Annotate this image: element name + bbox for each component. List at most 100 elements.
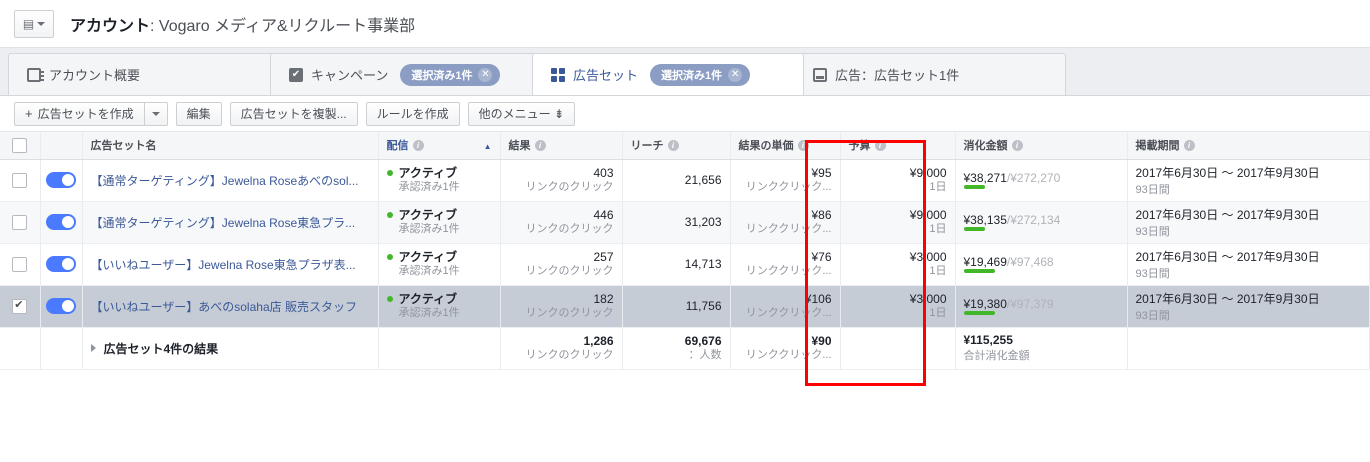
ad-icon	[813, 67, 827, 82]
schedule-days: 93日間	[1135, 267, 1170, 280]
select-all-checkbox[interactable]	[12, 137, 28, 153]
tab-campaigns[interactable]: ✔ キャンペーン 選択済み1件 ✕	[270, 53, 542, 95]
row-checkbox[interactable]	[12, 256, 28, 272]
schedule-cell: 2017年6月30日 ～ 2017年9月30日 93日間	[1127, 159, 1370, 202]
row-checkbox[interactable]	[12, 172, 28, 188]
clear-campaign-selection-icon[interactable]: ✕	[478, 67, 493, 82]
header-reach[interactable]: リーチ i	[622, 132, 731, 160]
adset-name-link[interactable]: 【通常ターゲティング】Jewelna Roseあべのsol...	[90, 173, 359, 188]
row-select-cell	[0, 159, 41, 202]
reach-cell: 21,656	[622, 159, 731, 202]
adset-name-cell: 【いいねユーザー】あべのsolaha店 販売スタッフ	[82, 285, 379, 328]
tab-adsets-selection-pill: 選択済み1件 ✕	[650, 63, 751, 86]
header-adset-name[interactable]: 広告セット名	[82, 132, 379, 160]
results-label: リンクのクリック	[525, 264, 614, 277]
header-schedule[interactable]: 掲載期間 i	[1127, 132, 1370, 160]
adset-on-off-toggle[interactable]	[46, 298, 76, 314]
header-delivery-label: 配信	[386, 140, 409, 153]
row-toggle-cell	[40, 243, 83, 286]
info-icon[interactable]: i	[667, 140, 679, 152]
reach-value: 21,656	[684, 172, 722, 187]
table-row[interactable]: 【通常ターゲティング】Jewelna Roseあべのsol... アクティブ 承…	[0, 159, 1370, 202]
table-row[interactable]: 【いいねユーザー】Jewelna Rose東急プラザ表... アクティブ 承認済…	[0, 243, 1370, 286]
budget-cell: ¥9,000 1日	[840, 159, 956, 202]
adset-name-link[interactable]: 【いいねユーザー】あべのsolaha店 販売スタッフ	[90, 299, 357, 314]
header-results[interactable]: 結果 i	[500, 132, 623, 160]
duplicate-adset-button[interactable]: 広告セットを複製...	[229, 101, 358, 126]
delivery-status: アクティブ	[386, 250, 457, 264]
plus-icon: +	[25, 106, 33, 121]
schedule-dates: 2017年6月30日 ～ 2017年9月30日	[1135, 165, 1320, 180]
cost-per-result-cell: ¥95 リンククリック...	[730, 159, 841, 202]
header-cost-per-result[interactable]: 結果の単価 i	[730, 132, 841, 160]
adset-name-link[interactable]: 【通常ターゲティング】Jewelna Rose東急プラ...	[90, 215, 356, 230]
cpr-label: リンククリック...	[745, 180, 832, 193]
info-icon[interactable]: i	[1011, 140, 1023, 152]
header-budget[interactable]: 予算 i	[840, 132, 956, 160]
table-row[interactable]: 【いいねユーザー】あべのsolaha店 販売スタッフ アクティブ 承認済み1件 …	[0, 285, 1370, 328]
header-schedule-label: 掲載期間	[1135, 140, 1180, 153]
delivery-cell: アクティブ 承認済み1件	[378, 201, 501, 244]
tab-campaigns-selection-pill: 選択済み1件 ✕	[400, 63, 501, 86]
create-rule-button[interactable]: ルールを作成	[365, 101, 460, 126]
clear-adset-selection-icon[interactable]: ✕	[728, 67, 743, 82]
amount-spent-cell: ¥19,380/¥97,379	[955, 285, 1128, 328]
cpr-label: リンククリック...	[745, 264, 832, 277]
budget-value: ¥9,000	[909, 165, 947, 180]
summary-cpr-value: ¥90	[811, 333, 832, 348]
status-dot-icon	[386, 211, 393, 218]
spend-amount: ¥19,380/¥97,379	[964, 297, 1054, 311]
account-name: Vogaro メディア&リクルート事業部	[158, 17, 416, 35]
schedule-cell: 2017年6月30日 ～ 2017年9月30日 93日間	[1127, 285, 1370, 328]
account-label: アカウント	[70, 17, 151, 35]
delivery-status: アクティブ	[386, 208, 457, 222]
summary-row: 広告セット4件の結果 1,286 リンクのクリック 69,676 ：人数 ¥90…	[0, 327, 1370, 370]
info-icon[interactable]: i	[534, 140, 546, 152]
info-icon[interactable]: i	[1183, 140, 1195, 152]
adset-on-off-toggle[interactable]	[46, 256, 76, 272]
cpr-label: リンククリック...	[745, 222, 832, 235]
results-value: 403	[593, 165, 614, 180]
delivery-sub: 承認済み1件	[398, 264, 460, 277]
tab-adsets-pill-label: 選択済み1件	[661, 69, 723, 82]
create-adset-dropdown-button[interactable]	[143, 101, 168, 126]
info-icon[interactable]: i	[412, 140, 424, 152]
edit-button[interactable]: 編集	[175, 101, 222, 126]
table-body: 【通常ターゲティング】Jewelna Roseあべのsol... アクティブ 承…	[0, 159, 1370, 370]
delivery-sub: 承認済み1件	[398, 222, 460, 235]
tab-account-overview[interactable]: アカウント概要	[8, 53, 280, 95]
header-budget-label: 予算	[848, 140, 871, 153]
table-row[interactable]: 【通常ターゲティング】Jewelna Rose東急プラ... アクティブ 承認済…	[0, 201, 1370, 244]
toggle-header	[40, 132, 83, 160]
row-checkbox[interactable]	[12, 214, 28, 230]
more-menu-button[interactable]: 他のメニュー ⇟	[467, 101, 576, 126]
adset-name-link[interactable]: 【いいねユーザー】Jewelna Rose東急プラザ表...	[90, 257, 356, 272]
delivery-sub: 承認済み1件	[398, 306, 460, 319]
cpr-value: ¥106	[804, 291, 832, 306]
expand-summary-icon[interactable]	[90, 343, 96, 352]
spend-total: /¥97,468	[1006, 255, 1054, 269]
tab-adsets[interactable]: 広告セット 選択済み1件 ✕	[532, 53, 804, 95]
row-checkbox[interactable]	[12, 298, 28, 314]
create-adset-button[interactable]: + 広告セットを作成	[14, 101, 144, 126]
header-delivery[interactable]: 配信 i ▲	[378, 132, 501, 160]
info-icon[interactable]: i	[797, 140, 809, 152]
summary-budget-cell	[840, 327, 956, 370]
adset-on-off-toggle[interactable]	[46, 172, 76, 188]
adset-on-off-toggle[interactable]	[46, 214, 76, 230]
adset-toolbar: + 広告セットを作成 編集 広告セットを複製... ルールを作成 他のメニュー …	[0, 96, 1370, 132]
delivery-status: アクティブ	[386, 292, 457, 306]
tab-ads[interactable]: 広告：広告セット1件	[794, 53, 1066, 95]
schedule-days: 93日間	[1135, 225, 1170, 238]
info-icon[interactable]: i	[874, 140, 886, 152]
row-select-cell	[0, 201, 41, 244]
summary-reach-value: 69,676	[684, 333, 722, 348]
adsets-table: 広告セット名 配信 i ▲ 結果 i リーチ i 結果の単価 i 予算 i	[0, 132, 1370, 370]
account-switcher-button[interactable]: ▤	[14, 9, 54, 38]
budget-value: ¥9,000	[909, 207, 947, 222]
schedule-dates: 2017年6月30日 ～ 2017年9月30日	[1135, 207, 1320, 222]
summary-cost-per-result-cell: ¥90 リンククリック...	[730, 327, 841, 370]
header-amount-spent[interactable]: 消化金額 i	[955, 132, 1128, 160]
campaign-icon: ✔	[289, 67, 303, 82]
row-toggle-cell	[40, 201, 83, 244]
